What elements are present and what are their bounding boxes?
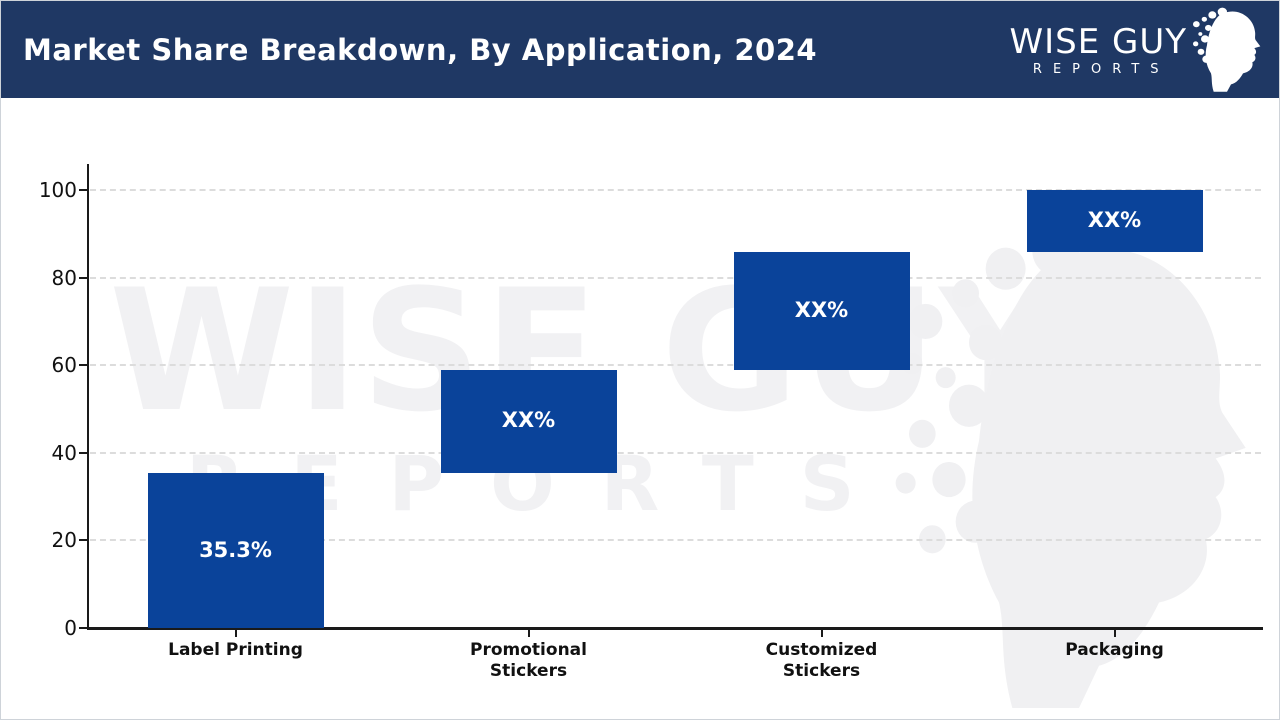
x-category-label-line: Promotional: [470, 640, 587, 660]
y-tick-label: 100: [38, 178, 77, 202]
x-tick-mark: [527, 630, 530, 637]
y-axis-line: [87, 164, 89, 629]
x-category-label-line: Packaging: [1065, 640, 1164, 660]
gridline: [90, 189, 1261, 191]
logo-head-icon: [1193, 7, 1261, 92]
x-category-label: Packaging: [1000, 640, 1230, 661]
y-tick-mark: [79, 627, 87, 629]
y-tick-mark: [79, 451, 87, 454]
x-tick-mark: [820, 630, 823, 637]
y-tick-mark: [79, 539, 87, 542]
logo-subtitle: REPORTS: [1032, 61, 1170, 77]
wise-guy-logo: WISE GUY REPORTS: [1009, 7, 1267, 93]
bar: [440, 369, 617, 474]
gridline: [90, 451, 1261, 454]
x-category-label-line: Stickers: [782, 661, 861, 681]
y-tick-mark: [79, 189, 87, 191]
bar-value-label: XX%: [501, 408, 556, 433]
y-tick-label: 60: [51, 353, 77, 378]
y-tick-label: 0: [64, 616, 77, 640]
y-tick-mark: [79, 276, 87, 279]
bar: [147, 473, 324, 628]
header: Market Share Breakdown, By Application, …: [1, 1, 1279, 98]
bar-value-label: XX%: [1087, 208, 1142, 233]
bar: [1026, 190, 1203, 253]
gridline: [90, 364, 1261, 367]
gridline: [90, 539, 1261, 542]
x-category-label-line: Customized: [765, 640, 878, 660]
x-axis-line: [87, 627, 1263, 630]
logo-wordmark: WISE GUY: [1009, 21, 1187, 62]
x-tick-mark: [1113, 630, 1116, 637]
y-tick-label: 40: [51, 440, 77, 465]
x-category-label-line: Label Printing: [168, 640, 303, 660]
logo-text: WISE GUY REPORTS: [1009, 24, 1187, 78]
gridline: [90, 276, 1261, 279]
y-tick-label: 20: [51, 528, 77, 553]
y-tick-label: 80: [51, 265, 77, 290]
x-category-label: Customized Stickers: [707, 640, 937, 682]
bar-value-label: 35.3%: [199, 537, 272, 562]
x-category-label: Promotional Stickers: [414, 640, 644, 682]
x-tick-mark: [234, 630, 237, 637]
watermark-head-icon: [895, 226, 1246, 708]
page-title: Market Share Breakdown, By Application, …: [23, 32, 818, 67]
bar-value-label: XX%: [794, 297, 849, 322]
bar: [733, 252, 910, 370]
y-tick-mark: [79, 364, 87, 367]
x-category-label-line: Stickers: [489, 661, 568, 681]
x-category-label: Label Printing: [121, 640, 351, 661]
